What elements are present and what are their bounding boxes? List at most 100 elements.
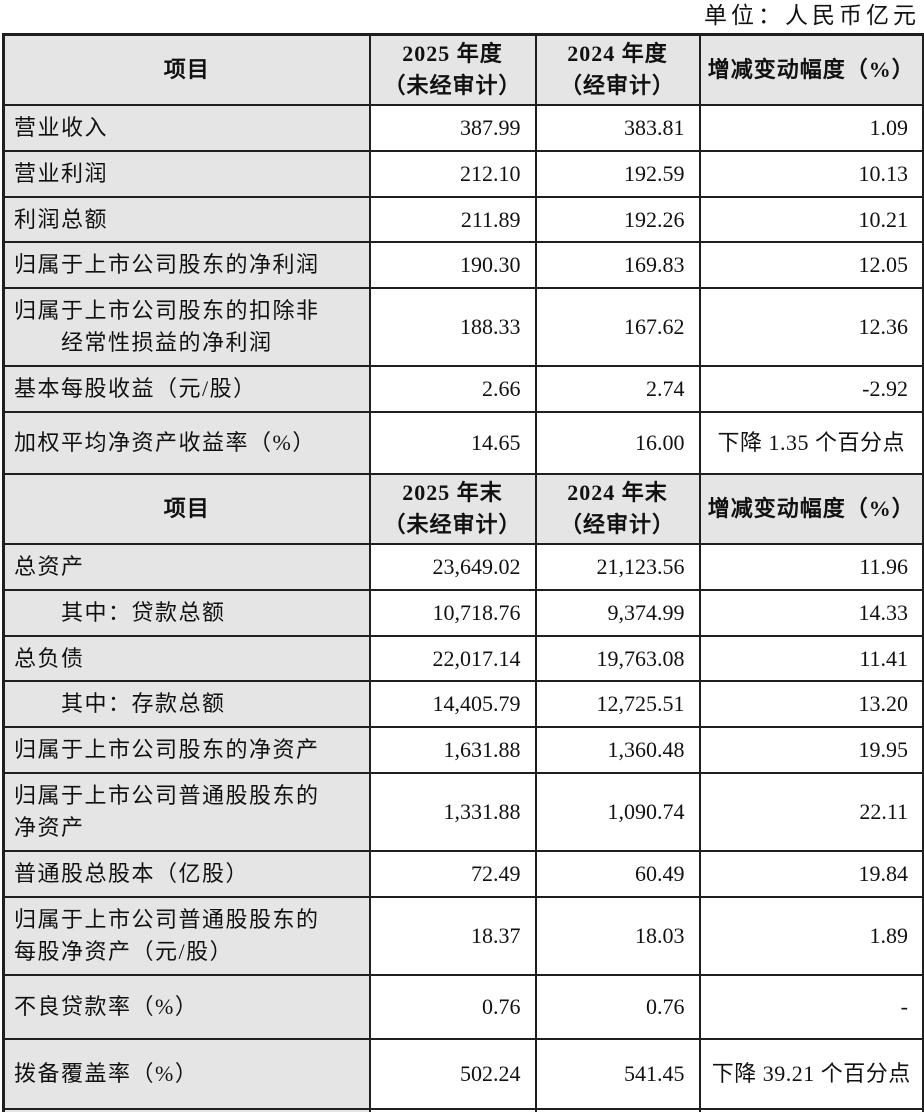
row-label: 归属于上市公司股东的扣除非 经常性损益的净利润 [2,287,371,368]
value-2025: 3.81 [368,1107,537,1112]
change-value: 下降 1.35 个百分点 [698,411,924,476]
change-value: 下降 0.30 个百分点 [698,1107,924,1112]
change-value: 12.36 [698,287,924,368]
table-header-row: 项目 2025 年末 （未经审计） 2024 年末 （经审计） 增减变动幅度（%… [2,473,924,545]
change-value: 14.33 [698,588,924,637]
table-row: 基本每股收益（元/股） 2.66 2.74 -2.92 [2,365,924,414]
value-2024: 383.81 [534,103,701,152]
value-2024: 2.74 [534,365,701,414]
value-2025: 72.49 [368,850,537,898]
table-row: 利润总额 211.89 192.26 10.21 [2,195,924,244]
change-value: 19.84 [698,850,924,898]
table-row: 归属于上市公司股东的净资产 1,631.88 1,360.48 19.95 [2,726,924,775]
change-value: 11.96 [698,542,924,591]
row-label: 不良贷款率（%） [2,973,371,1040]
row-label: 营业利润 [2,149,371,198]
value-2024: 4.11 [534,1107,701,1112]
change-value: 19.95 [698,726,924,775]
value-2025: 502.24 [368,1037,537,1110]
row-label: 基本每股收益（元/股） [2,365,371,414]
value-2025: 190.30 [368,241,537,290]
value-2024: 192.59 [534,149,701,198]
change-value: 1.89 [698,895,924,976]
column-header-2024: 2024 年末 （经审计） [534,473,701,545]
row-label: 归属于上市公司股东的净资产 [2,726,371,775]
value-2025: 18.37 [368,895,537,976]
table-row: 归属于上市公司股东的净利润 190.30 169.83 12.05 [2,241,924,290]
row-label: 总负债 [2,634,371,683]
value-2024: 18.03 [534,895,701,976]
row-label: 加权平均净资产收益率（%） [2,411,371,476]
value-2025: 14.65 [368,411,537,476]
value-2024: 12,725.51 [534,680,701,729]
row-label: 归属于上市公司股东的净利润 [2,241,371,290]
table-row: 不良贷款率（%） 0.76 0.76 - [2,973,924,1040]
value-2025: 2.66 [368,365,537,414]
value-2025: 23,649.02 [368,542,537,591]
table-row: 归属于上市公司普通股股东的 每股净资产（元/股） 18.37 18.03 1.8… [2,895,924,976]
table-row: 总负债 22,017.14 19,763.08 11.41 [2,634,924,683]
row-label: 其中：贷款总额 [2,588,371,637]
row-label: 总资产 [2,542,371,591]
change-value: 12.05 [698,241,924,290]
value-2025: 211.89 [368,195,537,244]
value-2025: 0.76 [368,973,537,1040]
value-2025: 387.99 [368,103,537,152]
value-2025: 14,405.79 [368,680,537,729]
unit-label: 单位：人民币亿元 [704,3,920,28]
table-header-row: 项目 2025 年度 （未经审计） 2024 年度 （经审计） 增减变动幅度（%… [2,33,924,106]
value-2024: 16.00 [534,411,701,476]
column-header-item: 项目 [2,473,371,545]
table-row: 拨贷比（%） 3.81 4.11 下降 0.30 个百分点 [2,1107,924,1112]
value-2024: 1,360.48 [534,726,701,775]
column-header-item: 项目 [2,33,371,106]
value-2025: 188.33 [368,287,537,368]
row-label: 普通股总股本（亿股） [2,850,371,898]
value-2024: 0.76 [534,973,701,1040]
value-2024: 167.62 [534,287,701,368]
change-value: - [698,973,924,1040]
value-2024: 9,374.99 [534,588,701,637]
change-value: 10.13 [698,149,924,198]
table-row: 其中：贷款总额 10,718.76 9,374.99 14.33 [2,588,924,637]
table-row: 加权平均净资产收益率（%） 14.65 16.00 下降 1.35 个百分点 [2,411,924,476]
row-label: 其中：存款总额 [2,680,371,729]
table-row: 拨备覆盖率（%） 502.24 541.45 下降 39.21 个百分点 [2,1037,924,1110]
column-header-change: 增减变动幅度（%） [698,33,924,106]
column-header-2025: 2025 年度 （未经审计） [368,33,537,106]
row-label: 拨贷比（%） [2,1107,371,1112]
value-2024: 21,123.56 [534,542,701,591]
value-2024: 541.45 [534,1037,701,1110]
table-row: 归属于上市公司股东的扣除非 经常性损益的净利润 188.33 167.62 12… [2,287,924,368]
column-header-2025: 2025 年末 （未经审计） [368,473,537,545]
value-2025: 1,331.88 [368,772,537,853]
financial-summary-table: 项目 2025 年度 （未经审计） 2024 年度 （经审计） 增减变动幅度（%… [2,33,924,1112]
change-value: 13.20 [698,680,924,729]
table-row: 营业收入 387.99 383.81 1.09 [2,103,924,152]
value-2024: 192.26 [534,195,701,244]
table-row: 营业利润 212.10 192.59 10.13 [2,149,924,198]
change-value: 10.21 [698,195,924,244]
row-label: 拨备覆盖率（%） [2,1037,371,1110]
value-2024: 60.49 [534,850,701,898]
value-2024: 169.83 [534,241,701,290]
row-label: 营业收入 [2,103,371,152]
change-value: 下降 39.21 个百分点 [698,1037,924,1110]
row-label: 归属于上市公司普通股股东的 净资产 [2,772,371,853]
table-row: 归属于上市公司普通股股东的 净资产 1,331.88 1,090.74 22.1… [2,772,924,853]
table-row: 其中：存款总额 14,405.79 12,725.51 13.20 [2,680,924,729]
change-value: -2.92 [698,365,924,414]
change-value: 22.11 [698,772,924,853]
value-2024: 19,763.08 [534,634,701,683]
column-header-change: 增减变动幅度（%） [698,473,924,545]
row-label: 利润总额 [2,195,371,244]
value-2025: 212.10 [368,149,537,198]
value-2024: 1,090.74 [534,772,701,853]
column-header-2024: 2024 年度 （经审计） [534,33,701,106]
change-value: 1.09 [698,103,924,152]
value-2025: 10,718.76 [368,588,537,637]
change-value: 11.41 [698,634,924,683]
value-2025: 22,017.14 [368,634,537,683]
row-label: 归属于上市公司普通股股东的 每股净资产（元/股） [2,895,371,976]
